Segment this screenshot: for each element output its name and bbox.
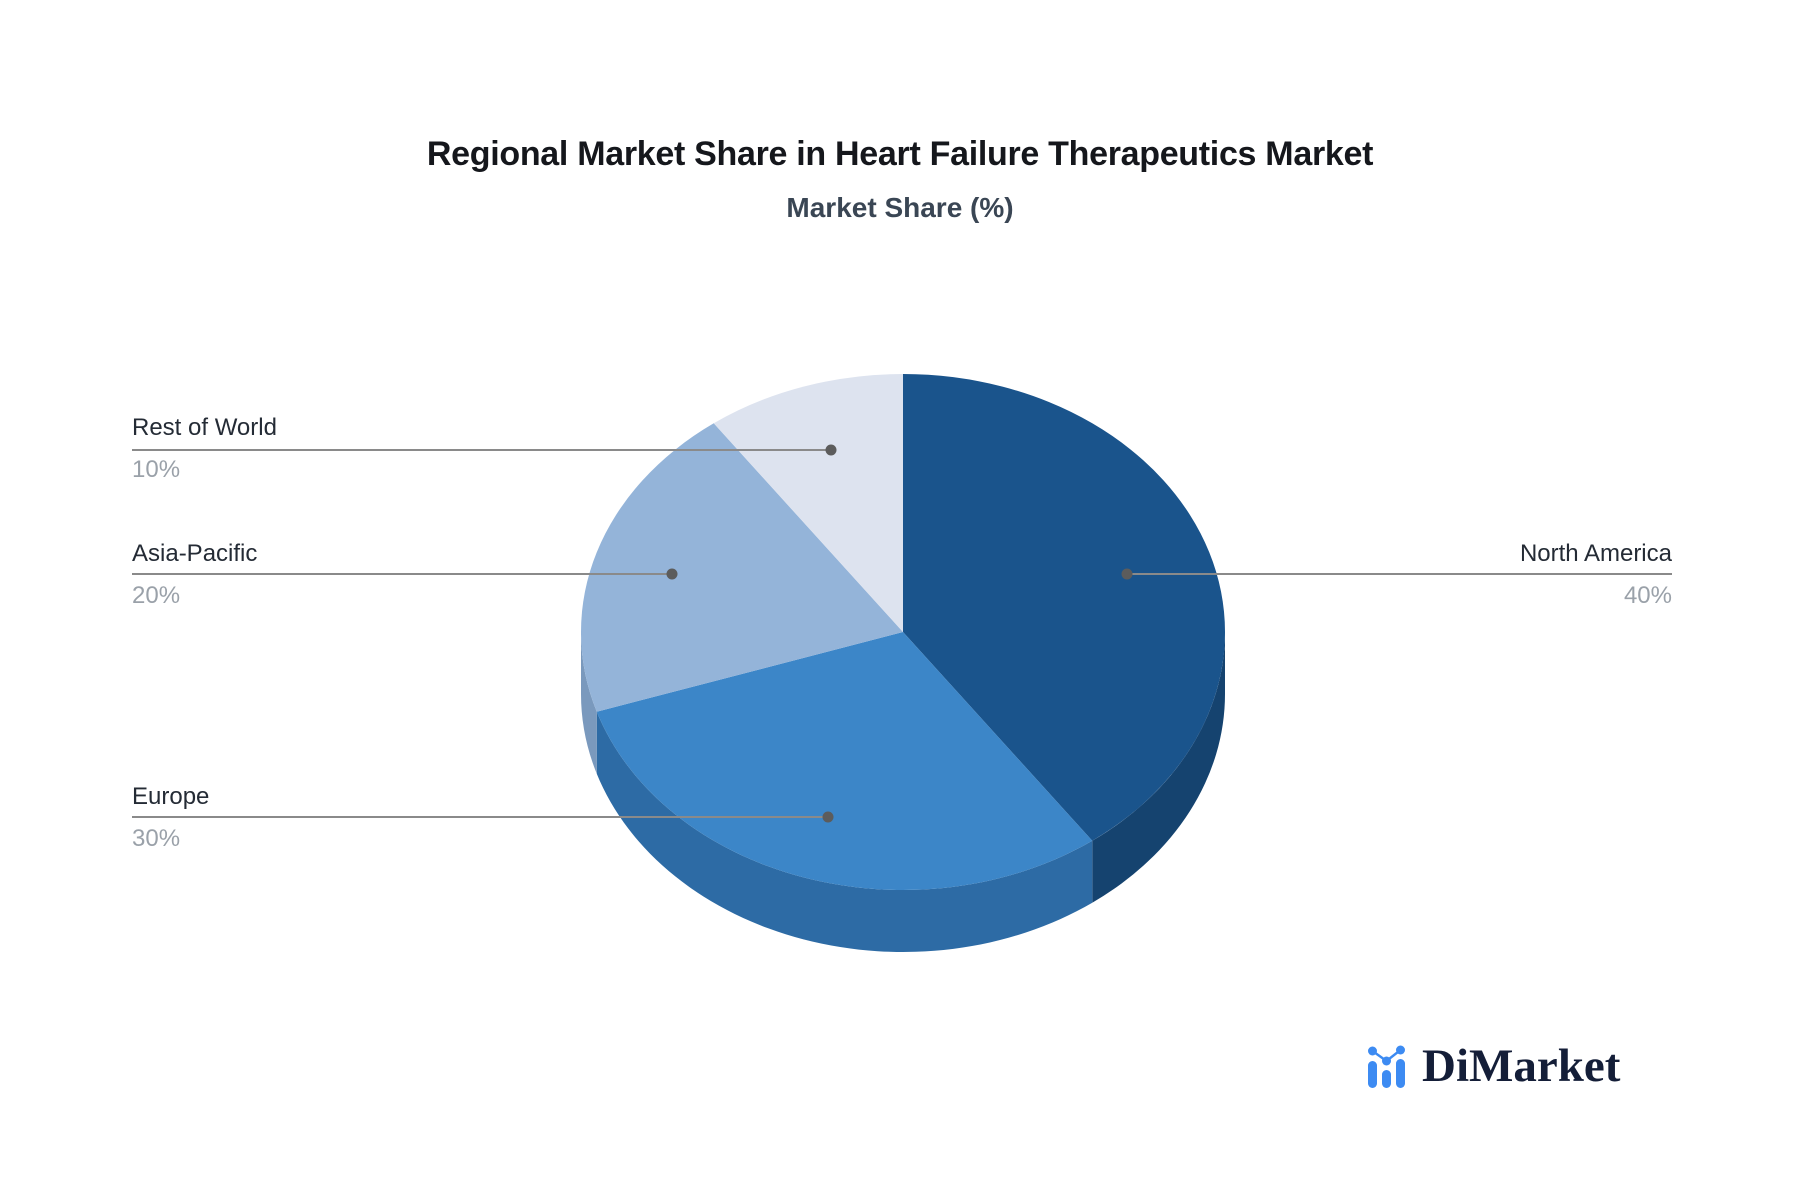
slice-label: North America [1519, 540, 1672, 567]
slice-value: 10% [132, 456, 181, 483]
callout-asia-pacific: Asia-Pacific 20% [132, 540, 692, 610]
pie-slice-side-europe [596, 711, 1093, 953]
slice-label: Asia-Pacific [132, 540, 258, 567]
slice-value: 40% [1623, 582, 1672, 609]
callout-europe: Europe 30% [132, 783, 692, 853]
slice-value: 30% [132, 825, 181, 852]
callout-north-america: North America 40% [1112, 540, 1672, 610]
chart-title: Regional Market Share in Heart Failure T… [426, 135, 1374, 173]
logo-text: DiMarket [1422, 1040, 1621, 1092]
pie-slice-north-america [903, 374, 1225, 841]
slice-value: 20% [132, 582, 181, 609]
pie-slice-side-asia-pacific [581, 632, 597, 774]
leader-dot [822, 811, 834, 823]
pie-slice-asia-pacific [581, 423, 903, 712]
pie-slice-rest-of-world [713, 374, 903, 632]
leader-dot [1121, 568, 1133, 580]
dimarket-logo: DiMarket [1366, 1040, 1620, 1092]
pie-slice-europe [596, 632, 1093, 890]
pie-slice-side-north-america [1092, 632, 1225, 903]
chart-subtitle: Market Share (%) [786, 192, 1014, 223]
bar-chart-with-trend-dots-icon [1368, 1045, 1405, 1088]
callout-rest-of-world: Rest of World 10% [132, 414, 692, 484]
leader-dot [825, 444, 837, 456]
slice-label: Europe [132, 783, 210, 810]
leader-dot [666, 568, 678, 580]
slice-label: Rest of World [132, 414, 277, 441]
